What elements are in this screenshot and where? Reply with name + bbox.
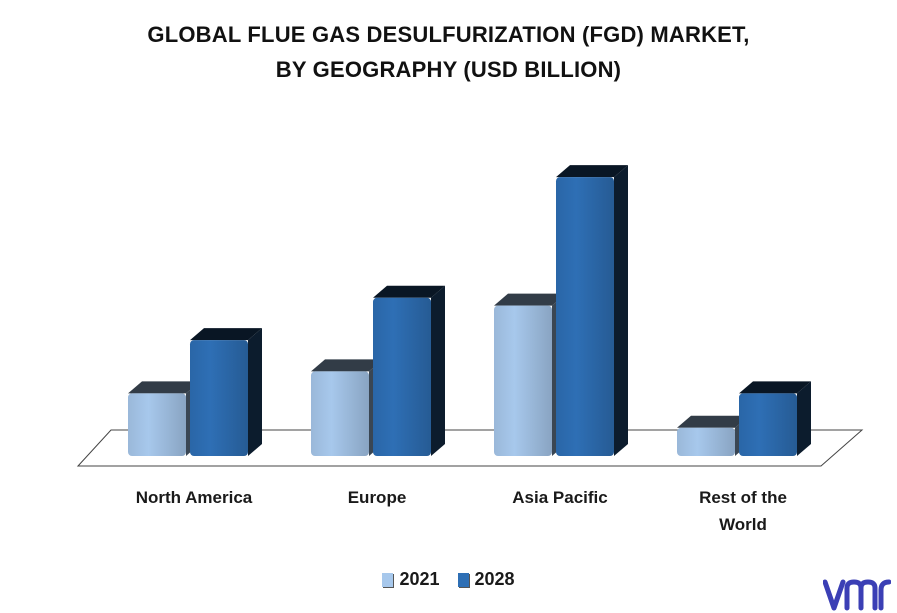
chart-title-line-1: GLOBAL FLUE GAS DESULFURIZATION (FGD) MA… [147, 22, 750, 47]
bar-side-north-america-2028 [248, 328, 262, 456]
legend-item-2021: 2021 [382, 569, 440, 590]
bar-top-asia-pacific-2021 [494, 293, 566, 306]
bar-front-north-america-2021 [128, 393, 186, 456]
bar-front-europe-2021 [311, 371, 369, 456]
bar-top-rest-of-the-world-2028 [739, 381, 811, 394]
bar-front-europe-2028 [373, 297, 431, 456]
bar-front-asia-pacific-2021 [494, 305, 552, 456]
category-label-north-america: North America [136, 488, 253, 507]
bar-top-europe-2028 [373, 285, 445, 298]
bar-top-asia-pacific-2028 [556, 165, 628, 178]
chart-floor [76, 429, 864, 467]
legend-item-2028: 2028 [457, 569, 515, 590]
bar-europe-2028 [373, 285, 445, 456]
bar-front-asia-pacific-2028 [556, 177, 614, 456]
bar-top-north-america-2028 [190, 328, 262, 341]
bar-north-america-2028 [190, 328, 262, 456]
bar-top-europe-2021 [311, 359, 383, 372]
legend-swatch-2028 [457, 572, 469, 587]
bar-asia-pacific-2021 [494, 293, 566, 456]
bar-side-asia-pacific-2028 [614, 165, 628, 456]
category-label-europe: Europe [348, 488, 407, 507]
category-label-asia-pacific: Asia Pacific [512, 488, 607, 507]
bar-side-rest-of-the-world-2028 [797, 381, 811, 456]
bar-rest-of-the-world-2021 [677, 415, 749, 456]
chart-legend: 2021 2028 [0, 569, 897, 590]
legend-label-2021: 2021 [399, 569, 440, 589]
bar-top-north-america-2021 [128, 381, 200, 394]
chart-title-line-2: BY GEOGRAPHY (USD BILLION) [275, 57, 622, 82]
bar-front-rest-of-the-world-2028 [739, 393, 797, 456]
bar-north-america-2021 [128, 381, 200, 456]
vmr-logo-icon [823, 579, 891, 611]
bar-top-rest-of-the-world-2021 [677, 415, 749, 428]
bar-europe-2021 [311, 359, 383, 456]
legend-swatch-2021 [382, 572, 394, 587]
category-label-rest-of-the-world-line-1: Rest of the [699, 488, 787, 507]
bar-asia-pacific-2028 [556, 165, 628, 456]
bar-front-north-america-2028 [190, 340, 248, 456]
bar-front-rest-of-the-world-2021 [677, 427, 735, 456]
category-label-rest-of-the-world-line-2: World [719, 515, 767, 534]
bar-rest-of-the-world-2028 [739, 381, 811, 456]
bar-side-europe-2028 [431, 285, 445, 456]
legend-label-2028: 2028 [474, 569, 515, 589]
